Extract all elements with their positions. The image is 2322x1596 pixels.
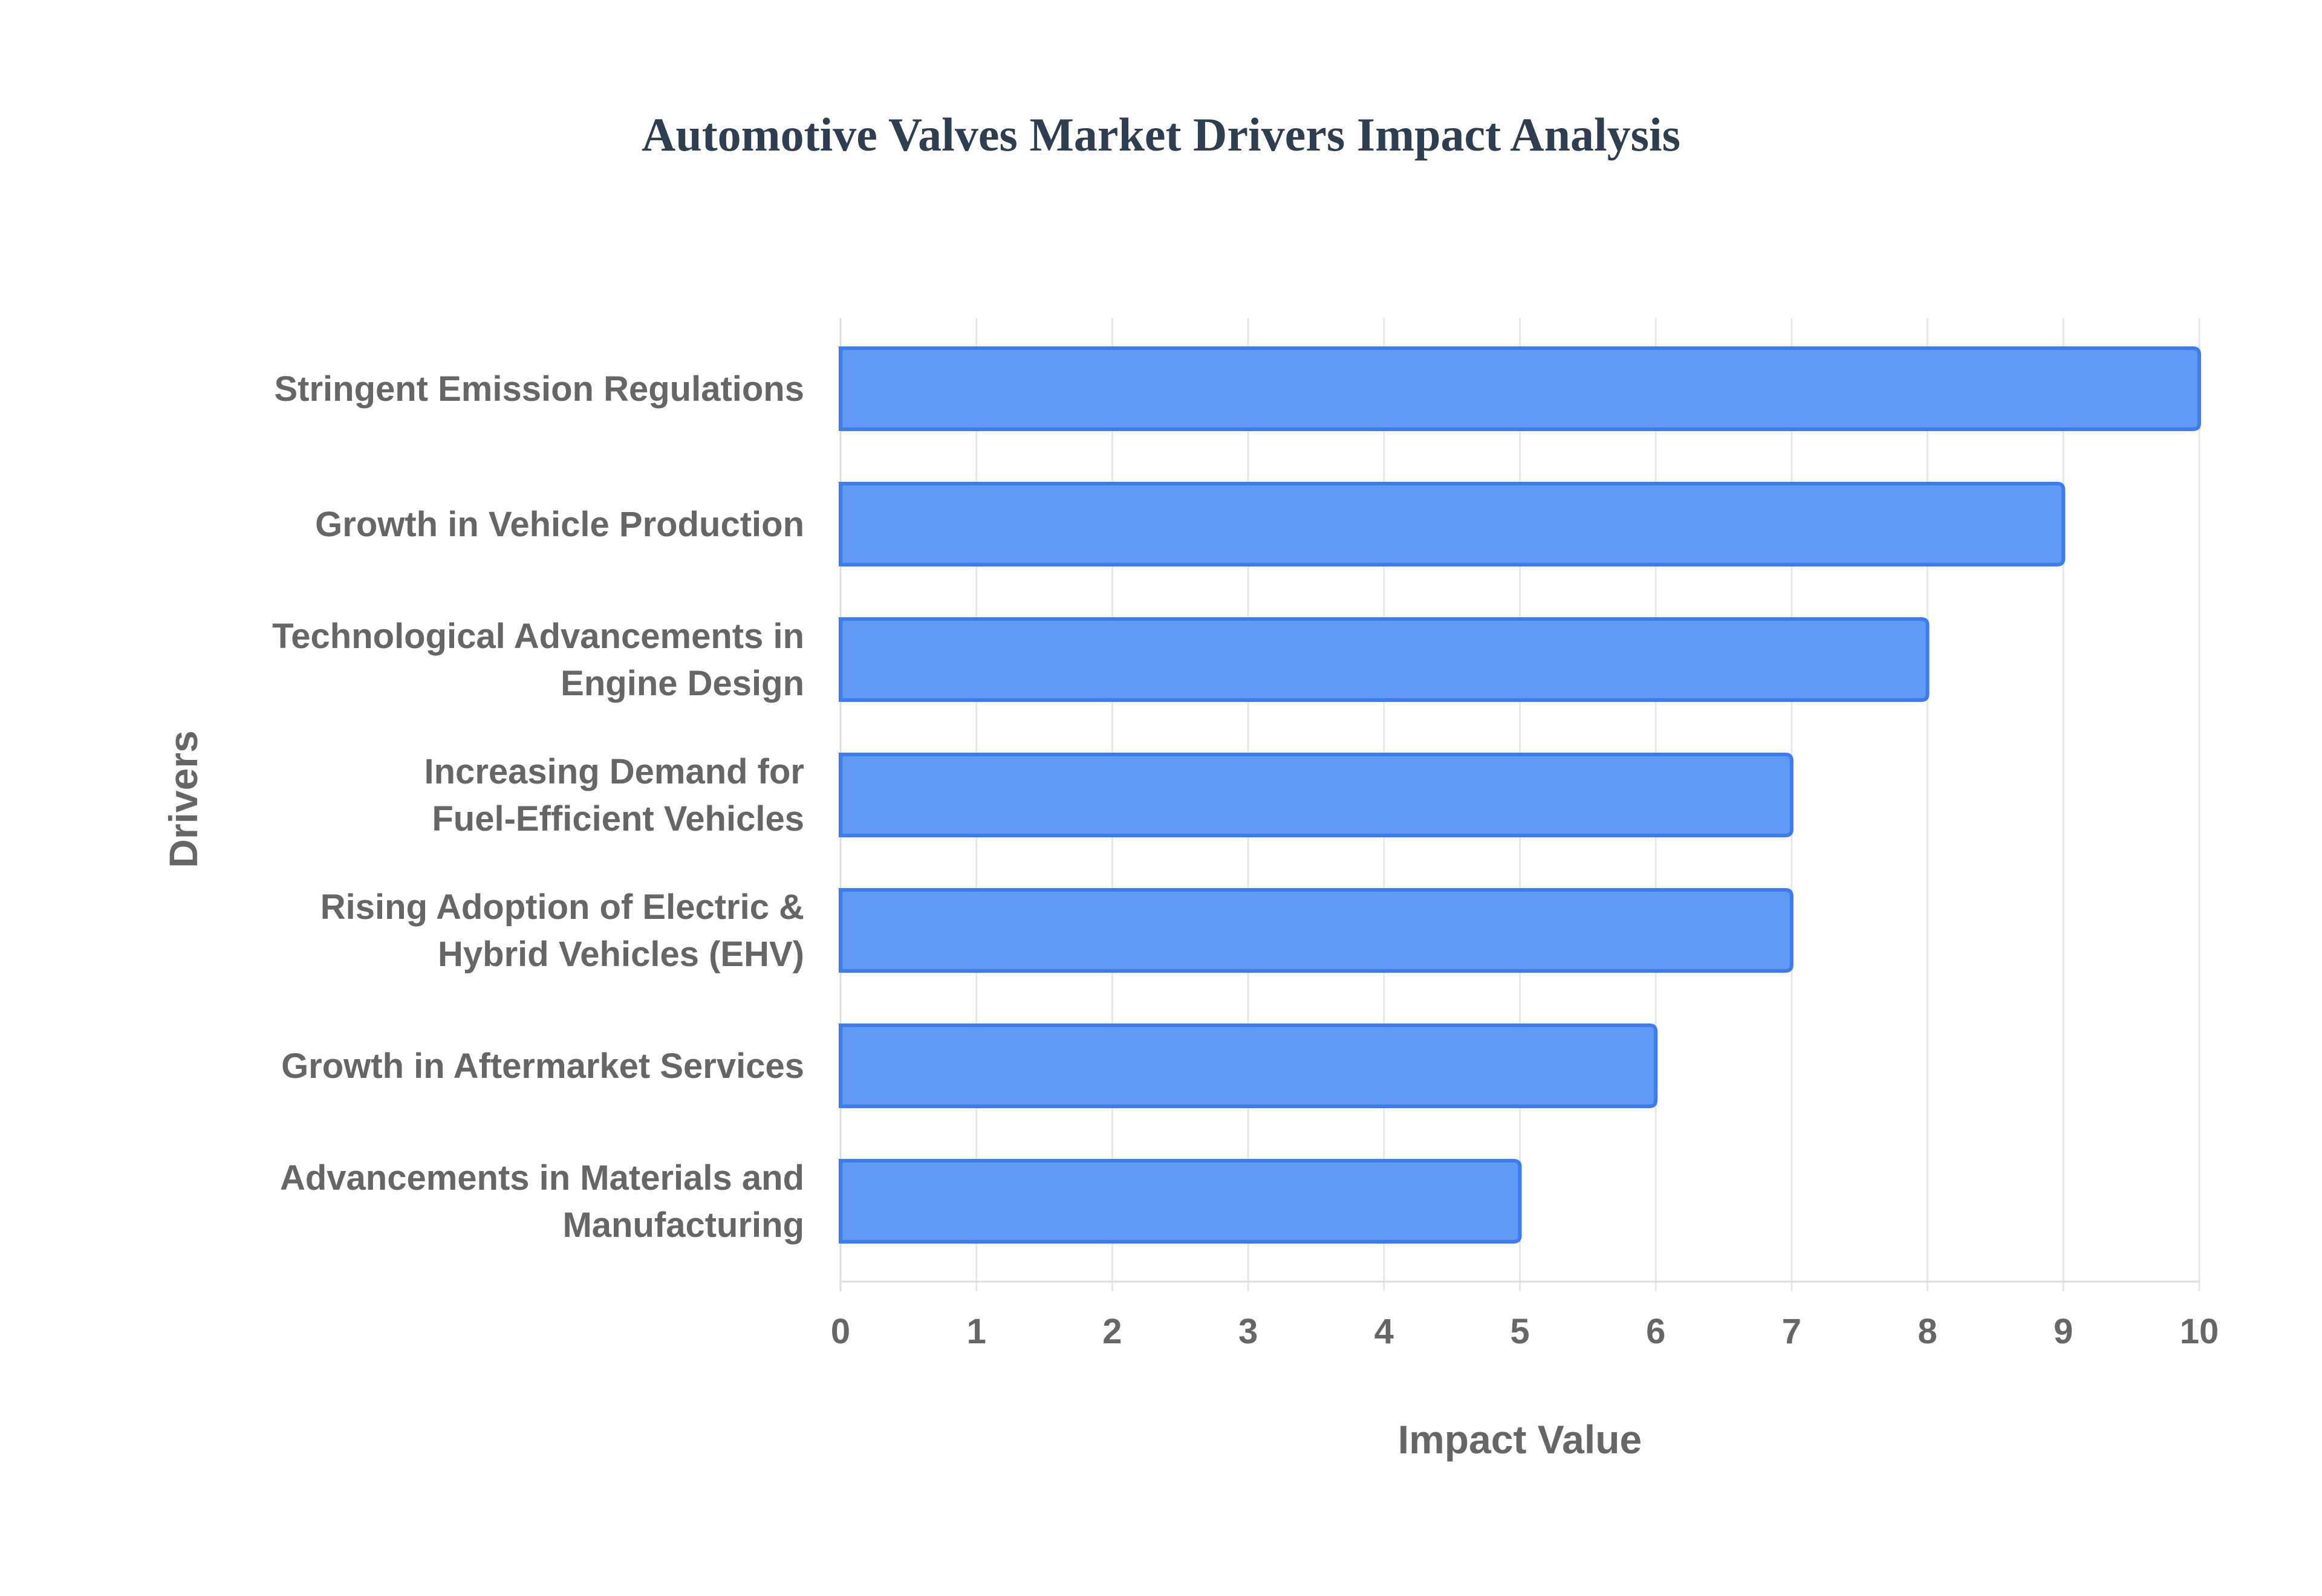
bar: [839, 888, 1794, 973]
x-tick-label: 9: [2054, 1312, 2073, 1351]
x-tick-label: 3: [1238, 1312, 1258, 1351]
x-axis-title: Impact Value: [1398, 1417, 1642, 1462]
bar: [839, 617, 1930, 702]
x-tick-label: 1: [967, 1312, 986, 1351]
y-tick-label: Growth in Vehicle Production: [315, 505, 804, 544]
x-tick-label: 8: [1917, 1312, 1937, 1351]
x-tick-label: 4: [1374, 1312, 1394, 1351]
y-tick-label: Rising Adoption of Electric &: [320, 887, 804, 927]
y-tick-label: Engine Design: [561, 664, 804, 703]
y-axis-title: Drivers: [161, 730, 206, 868]
bar: [839, 1159, 1522, 1244]
x-tick-label: 2: [1102, 1312, 1122, 1351]
x-tick-label: 10: [2180, 1312, 2219, 1351]
x-tick-label: 0: [831, 1312, 850, 1351]
y-tick-label: Fuel-Efficient Vehicles: [432, 799, 804, 839]
y-tick-label: Technological Advancements in: [272, 617, 804, 656]
bar: [839, 482, 2066, 566]
y-tick-label: Hybrid Vehicles (EHV): [438, 935, 804, 974]
y-tick-label: Stringent Emission Regulations: [274, 369, 804, 409]
y-tick-label: Increasing Demand for: [424, 752, 804, 791]
bar: [839, 753, 1794, 837]
x-tick-label: 5: [1510, 1312, 1529, 1351]
chart-title: Automotive Valves Market Drivers Impact …: [641, 108, 1681, 161]
bar: [839, 346, 2201, 431]
y-tick-label: Manufacturing: [562, 1205, 804, 1245]
x-tick-label: 7: [1782, 1312, 1801, 1351]
x-tick-label: 6: [1646, 1312, 1665, 1351]
y-tick-label: Growth in Aftermarket Services: [281, 1046, 804, 1086]
y-tick-label: Advancements in Materials and: [280, 1158, 804, 1198]
bar: [839, 1023, 1658, 1108]
